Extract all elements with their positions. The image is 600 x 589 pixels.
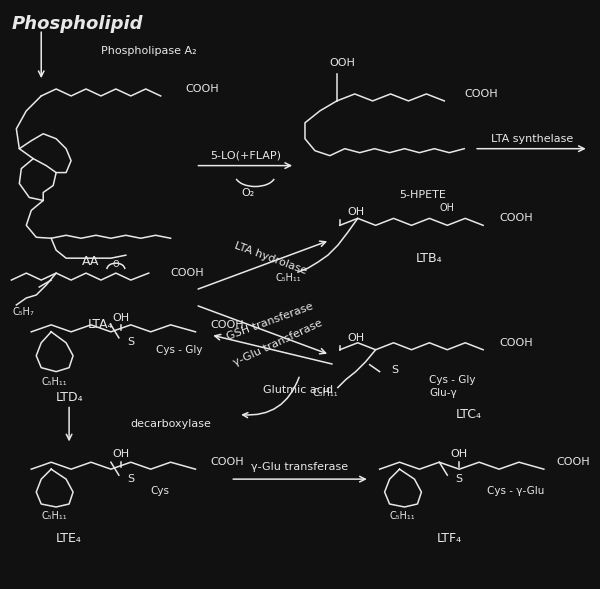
Text: C₅H₁₁: C₅H₁₁ <box>390 511 415 521</box>
Text: O: O <box>113 260 119 269</box>
Text: Glutmic acid: Glutmic acid <box>263 385 333 395</box>
Text: LTA hydrolase: LTA hydrolase <box>233 240 308 276</box>
Text: LTA synthelase: LTA synthelase <box>491 134 573 144</box>
Text: Cys: Cys <box>151 486 170 496</box>
Text: S: S <box>391 365 398 375</box>
Text: Glu-γ: Glu-γ <box>430 388 457 398</box>
Text: C₅H₁₁: C₅H₁₁ <box>312 388 338 398</box>
Text: COOH: COOH <box>211 457 244 467</box>
Text: COOH: COOH <box>464 89 498 99</box>
Text: LTD₄: LTD₄ <box>55 391 83 404</box>
Text: OH: OH <box>440 203 455 213</box>
Text: Cys - γ-Glu: Cys - γ-Glu <box>487 486 544 496</box>
Text: COOH: COOH <box>499 337 533 348</box>
Text: COOH: COOH <box>557 457 590 467</box>
Text: LTF₄: LTF₄ <box>437 532 462 545</box>
Text: OH: OH <box>112 313 130 323</box>
Text: OH: OH <box>348 207 365 217</box>
Text: COOH: COOH <box>185 84 219 94</box>
Text: 5-LO(+FLAP): 5-LO(+FLAP) <box>210 151 281 161</box>
Text: O₂: O₂ <box>242 188 255 198</box>
Text: LTA₄: LTA₄ <box>88 319 113 332</box>
Text: C₅H₁₁: C₅H₁₁ <box>41 376 67 386</box>
Text: C₅H₁₁: C₅H₁₁ <box>275 273 301 283</box>
Text: Phospholipid: Phospholipid <box>11 15 143 34</box>
Text: COOH: COOH <box>499 213 533 223</box>
Text: Phospholipase A₂: Phospholipase A₂ <box>101 46 197 56</box>
Text: S: S <box>455 474 463 484</box>
Text: γ-Glu transferase: γ-Glu transferase <box>232 317 324 368</box>
Text: OH: OH <box>451 449 468 459</box>
Text: 5-HPETE: 5-HPETE <box>400 190 446 200</box>
Text: OOH: OOH <box>330 58 356 68</box>
Text: Cys - Gly: Cys - Gly <box>155 345 202 355</box>
Text: OH: OH <box>348 333 365 343</box>
Text: S: S <box>127 474 134 484</box>
Text: COOH: COOH <box>170 268 204 278</box>
Text: GSH transferase: GSH transferase <box>226 302 315 342</box>
Text: LTC₄: LTC₄ <box>456 408 482 421</box>
Text: S: S <box>127 337 134 347</box>
Text: LTB₄: LTB₄ <box>416 252 443 264</box>
Text: decarboxylase: decarboxylase <box>131 419 212 429</box>
Text: γ-Glu transferase: γ-Glu transferase <box>251 462 349 472</box>
Text: C₅H₇: C₅H₇ <box>13 307 34 317</box>
Text: OH: OH <box>112 449 130 459</box>
Text: COOH: COOH <box>211 320 244 330</box>
Text: Cys - Gly: Cys - Gly <box>430 375 476 385</box>
Text: AA: AA <box>82 255 100 268</box>
Text: LTE₄: LTE₄ <box>56 532 82 545</box>
Text: C₅H₁₁: C₅H₁₁ <box>41 511 67 521</box>
